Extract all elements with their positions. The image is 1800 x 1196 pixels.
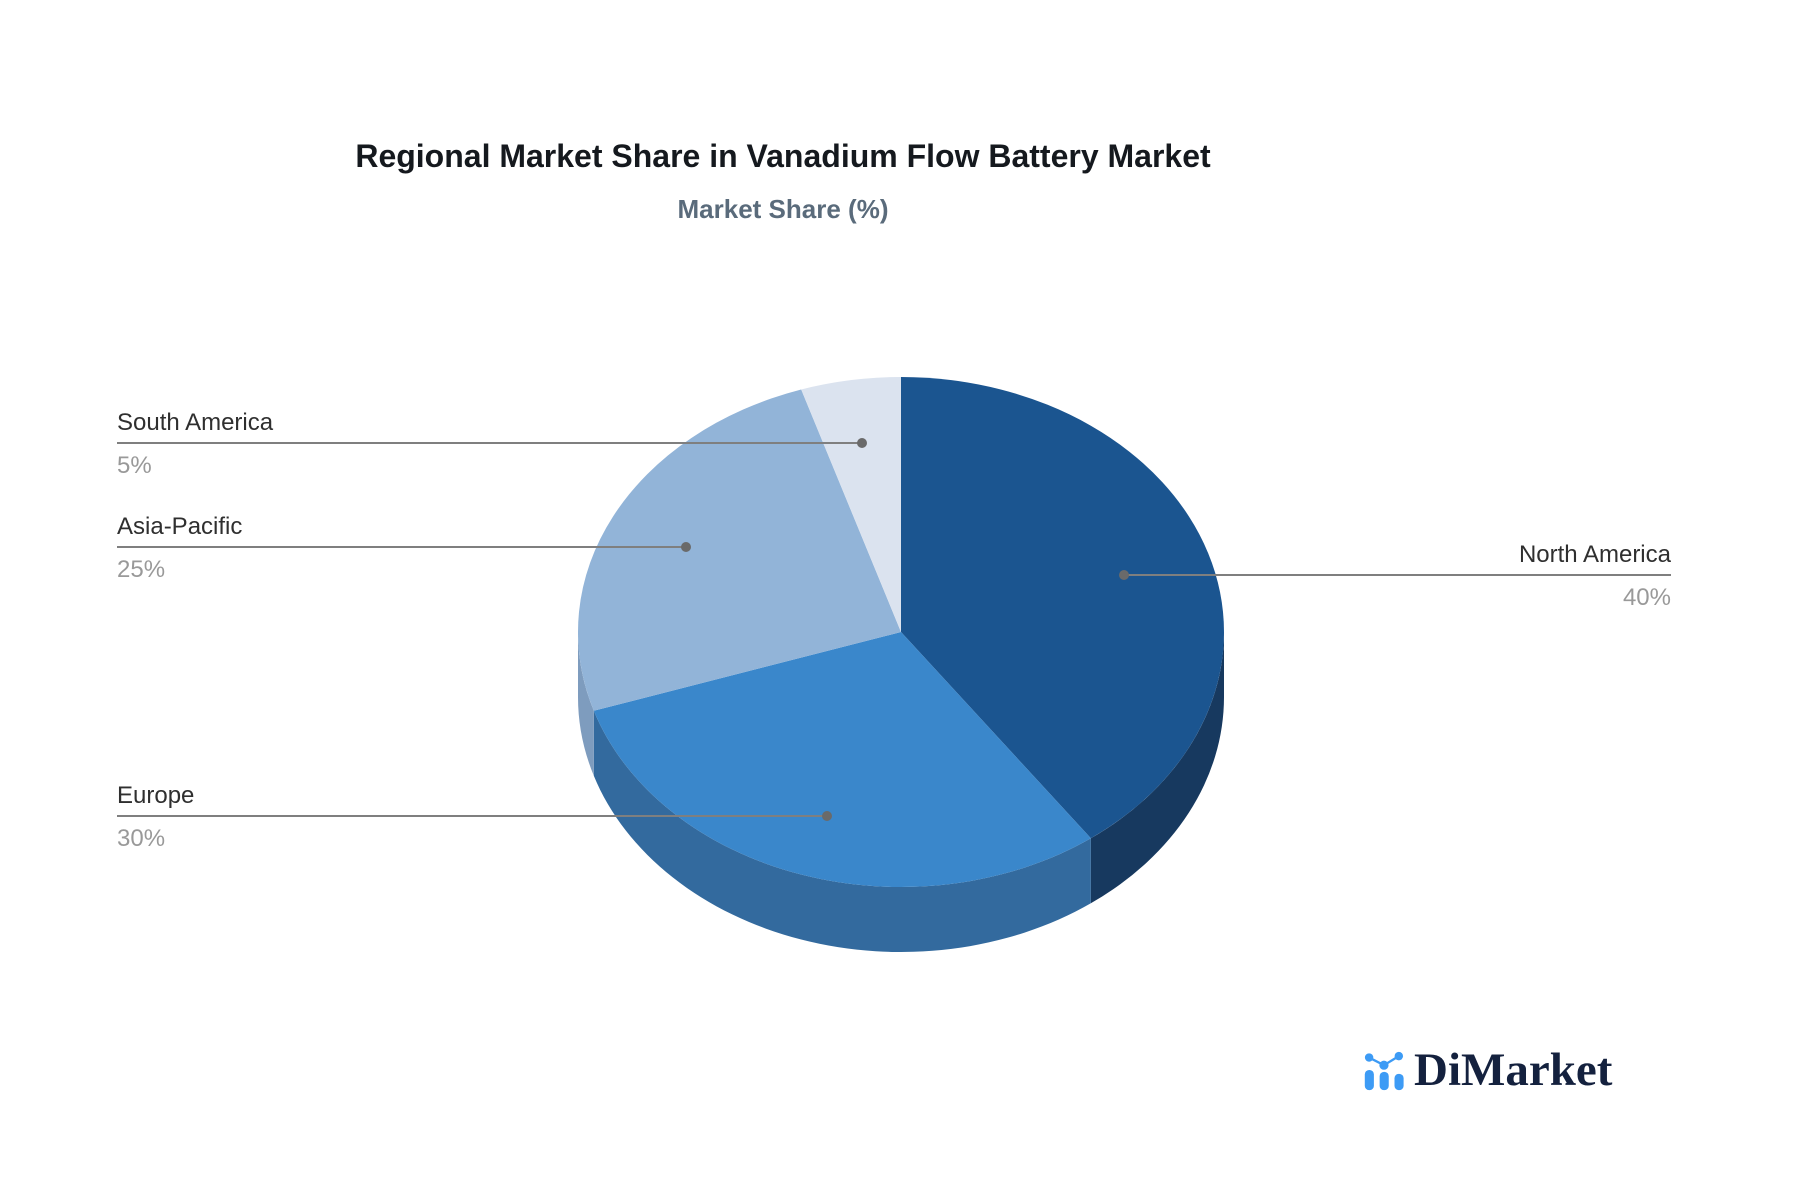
pie-slice-side-north-america [1090, 632, 1224, 904]
callout-line-north-america [1124, 574, 1671, 576]
bar-line-chart-icon [1364, 1051, 1404, 1091]
callout-label-south-america: South America [117, 409, 274, 436]
callout-value-north-america: 40% [1622, 584, 1671, 611]
brand-logo: DiMarket [1360, 1040, 1640, 1100]
callout-label-north-america: North America [1518, 541, 1671, 568]
callout-dot-north-america [1119, 570, 1129, 580]
pie-slice-side-asia-pacific [578, 632, 594, 776]
callout-value-south-america: 5% [117, 452, 152, 479]
callout-label-asia-pacific: Asia-Pacific [117, 513, 243, 540]
callout-label-europe: Europe [117, 782, 195, 809]
chart-subtitle: Market Share (%) [677, 194, 889, 224]
callout-line-south-america [117, 442, 862, 444]
pie-slice-europe[interactable] [593, 632, 1091, 888]
brand-logo-text: DiMarket [1414, 1044, 1613, 1096]
callout-dot-europe [822, 811, 832, 821]
pie-slice-south-america[interactable] [801, 377, 901, 632]
callout-dot-asia-pacific [681, 542, 691, 552]
callout-line-asia-pacific [117, 546, 686, 548]
callout-value-asia-pacific: 25% [117, 556, 166, 583]
pie-slice-side-europe [593, 710, 1091, 952]
pie-slice-north-america[interactable] [901, 377, 1224, 839]
pie-slice-asia-pacific[interactable] [577, 389, 901, 711]
callout-value-europe: 30% [117, 825, 166, 852]
callout-dot-south-america [857, 438, 867, 448]
callout-line-europe [117, 815, 827, 817]
chart-title: Regional Market Share in Vanadium Flow B… [355, 138, 1211, 174]
